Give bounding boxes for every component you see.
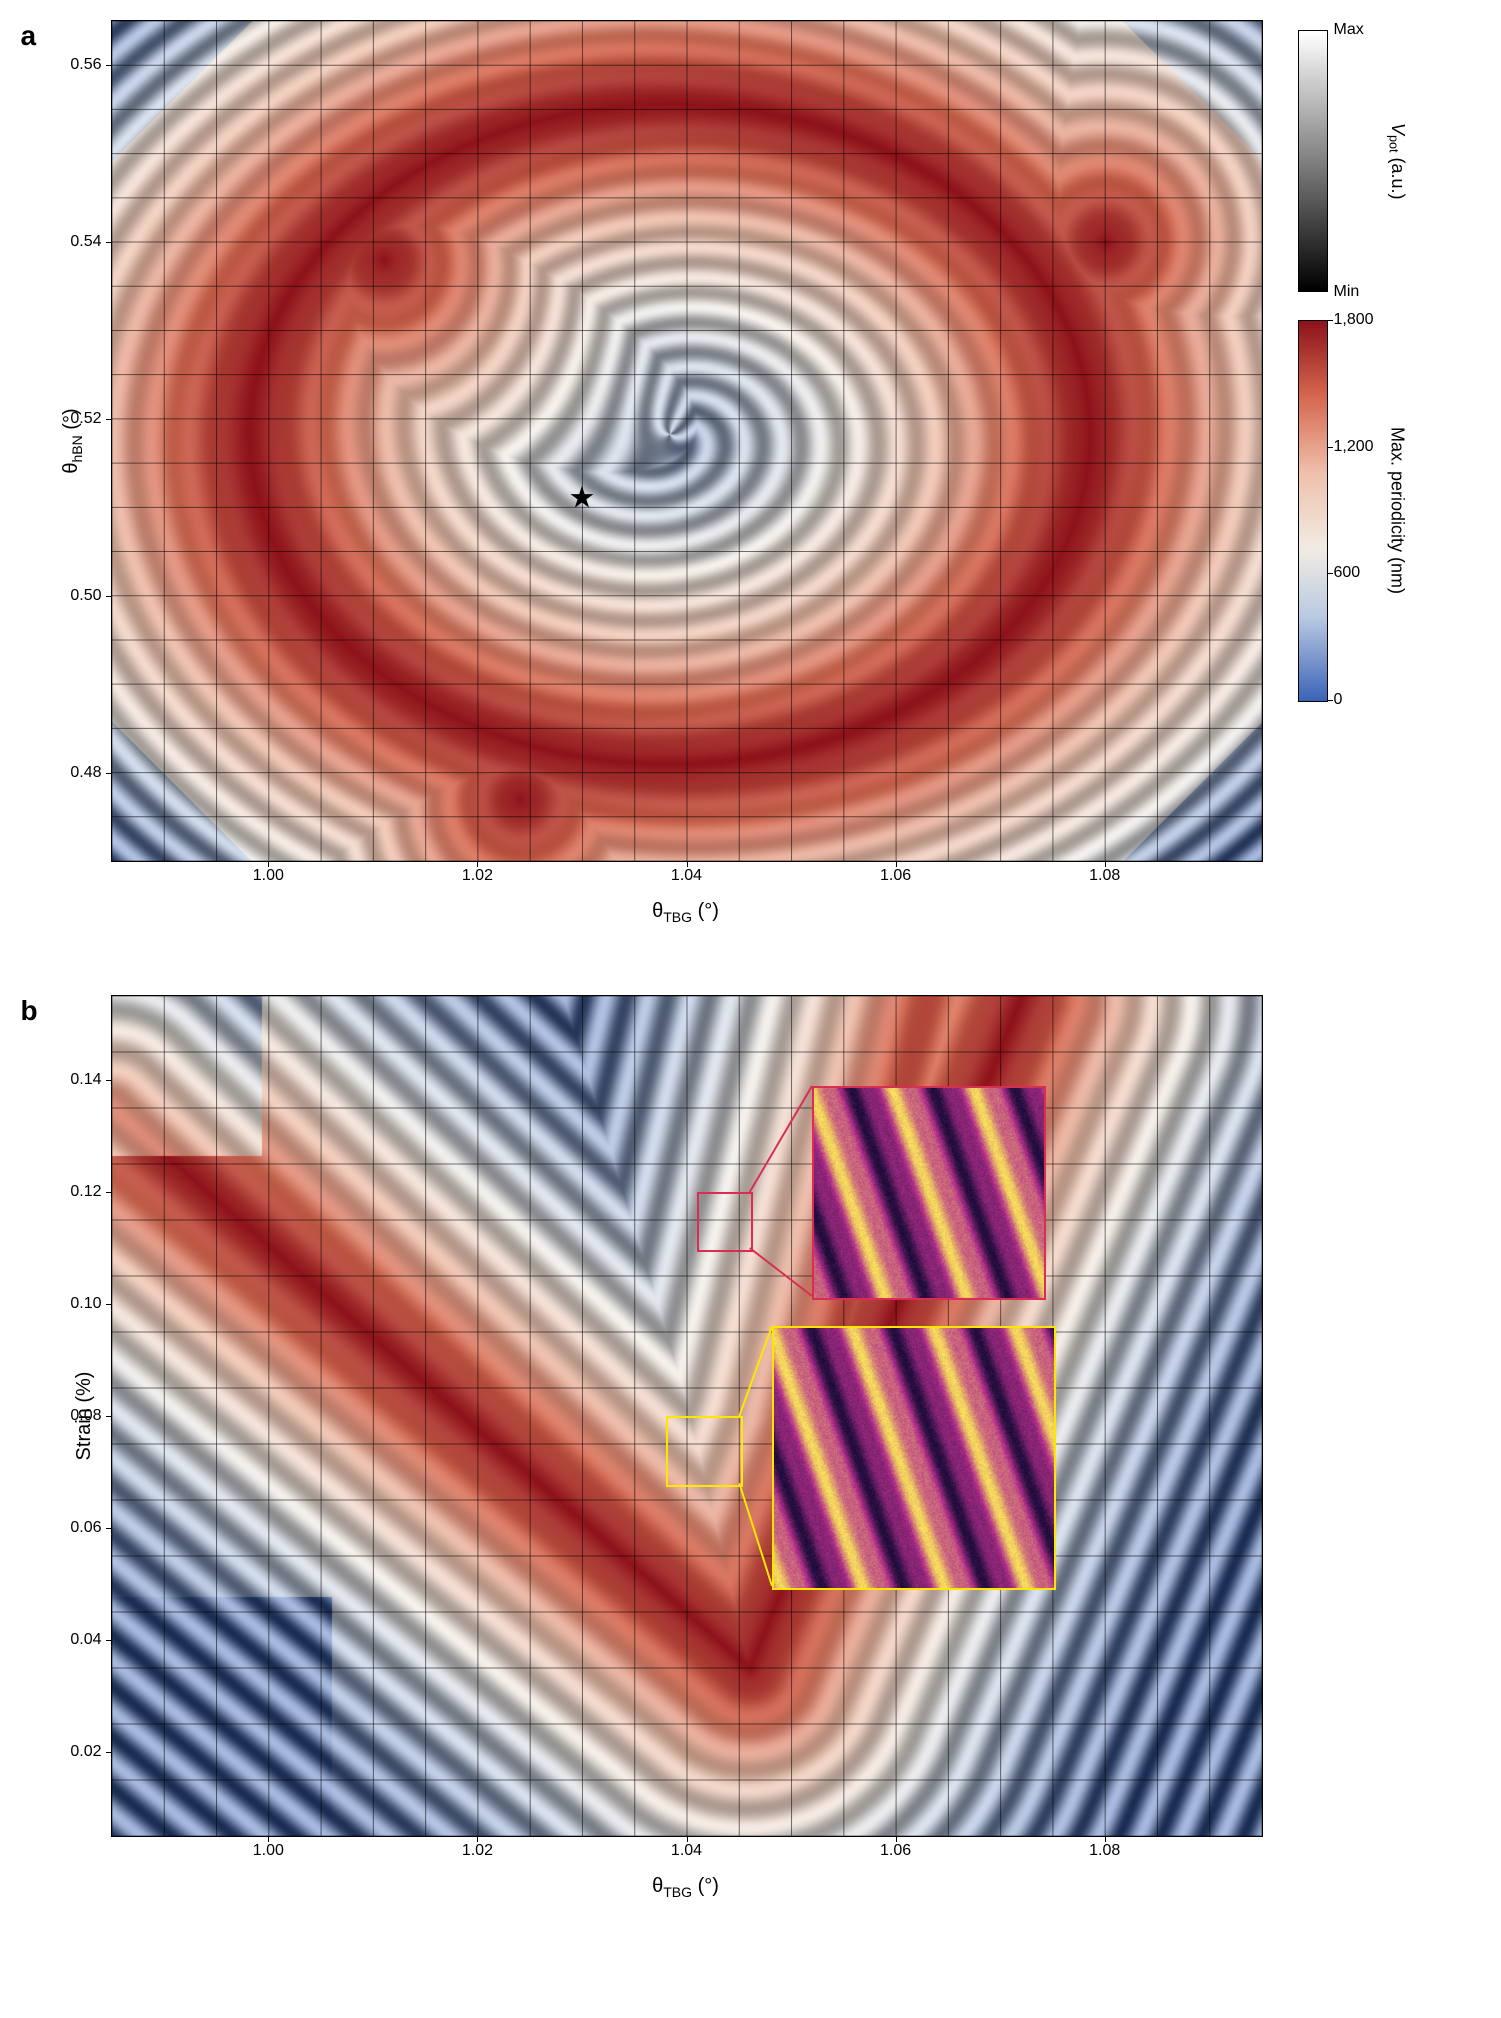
colorbar-stack: Max Min Vpot (a.u.) 06001,2001,800 Max. … xyxy=(1298,30,1409,702)
colorbar-vpot-title: Vpot (a.u.) xyxy=(1383,123,1409,200)
colorbar-vpot-max: Max xyxy=(1334,21,1364,39)
panel-b-plot: Strain (%) 1.001.021.041.061.080.020.040… xyxy=(111,995,1263,1837)
colorbar-vpot-strip xyxy=(1298,30,1328,292)
colorbar-vpot: Max Min Vpot (a.u.) xyxy=(1298,30,1409,292)
panel-a-plot: θhBN (°) ★1.001.021.041.061.080.480.500.… xyxy=(111,20,1263,862)
inset-panel xyxy=(812,1086,1046,1300)
panel-a-label: a xyxy=(21,20,51,52)
colorbar-periodicity: 06001,2001,800 Max. periodicity (nm) xyxy=(1298,320,1409,702)
colorbar-vpot-min: Min xyxy=(1334,283,1360,301)
panel-b-xlabel: θTBG (°) xyxy=(111,1875,1261,1900)
colorbar-tick: 1,800 xyxy=(1334,311,1374,329)
panel-a-row: a θhBN (°) ★1.001.021.041.061.080.480.50… xyxy=(21,20,1481,925)
figure: a θhBN (°) ★1.001.021.041.061.080.480.50… xyxy=(21,20,1481,1900)
colorbar-periodicity-ticks: 06001,2001,800 xyxy=(1328,320,1383,700)
panel-a-xlabel: θTBG (°) xyxy=(111,900,1261,925)
colorbar-tick: 600 xyxy=(1334,564,1361,582)
colorbar-periodicity-title: Max. periodicity (nm) xyxy=(1383,427,1408,594)
colorbar-periodicity-strip xyxy=(1298,320,1328,702)
panel-b-row: b Strain (%) 1.001.021.041.061.080.020.0… xyxy=(21,995,1481,1900)
star-marker: ★ xyxy=(569,481,596,516)
inset-panel xyxy=(772,1326,1056,1590)
colorbar-tick: 0 xyxy=(1334,691,1343,709)
inset-source-box xyxy=(697,1192,753,1252)
inset-source-box xyxy=(666,1416,743,1487)
colorbar-vpot-ticks: Max Min xyxy=(1328,30,1383,292)
colorbar-tick: 1,200 xyxy=(1334,438,1374,456)
panel-b-label: b xyxy=(21,995,51,1027)
